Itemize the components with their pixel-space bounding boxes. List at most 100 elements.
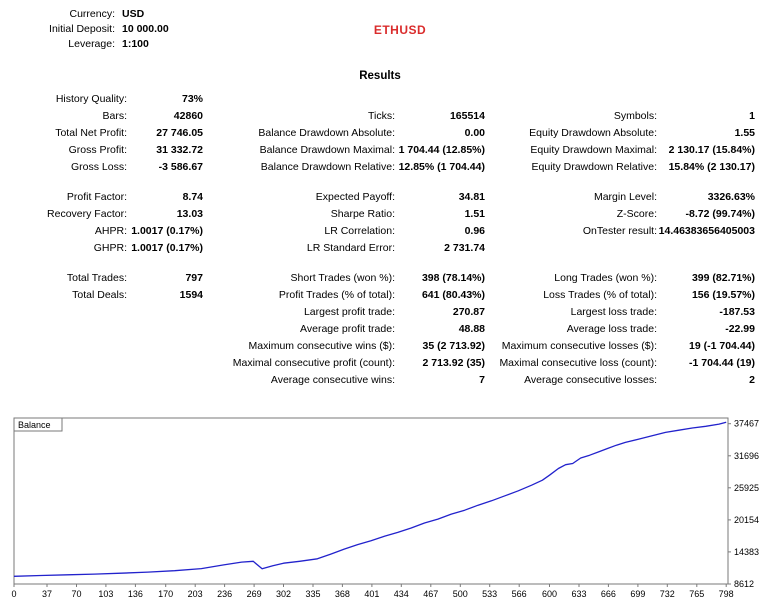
stat-value: -22.99 [725, 323, 755, 335]
stat-label: Recovery Factor: [47, 208, 127, 220]
stat-label [485, 91, 657, 108]
stat-label: Maximal consecutive loss (count): [499, 357, 657, 369]
stat-label: Maximum consecutive losses ($): [501, 340, 657, 352]
stat-value: 2 713.92 (35) [422, 357, 485, 369]
stat-value: 13.03 [176, 208, 203, 220]
stat-label [5, 321, 127, 338]
initial-deposit-row: Initial Deposit: 10 000.00 [0, 22, 275, 37]
stat-label: Balance Drawdown Maximal: [259, 144, 395, 156]
stat-value [127, 176, 203, 189]
stat-value [127, 304, 203, 321]
stat-label: Average consecutive losses: [524, 374, 657, 386]
stat-value [395, 176, 485, 189]
stats-row: Total Deals: 1594 Profit Trades (% of tota… [5, 287, 755, 304]
stats-row: Gross Profit: 31 332.72 Balance Drawdown M… [5, 142, 755, 159]
stat-label: Margin Level: [593, 191, 657, 203]
svg-text:20154: 20154 [734, 515, 759, 525]
stat-value [395, 257, 485, 270]
stat-value: 3326.63% [707, 191, 755, 203]
svg-text:236: 236 [217, 589, 232, 599]
stat-label [5, 304, 127, 321]
stat-value: 35 (2 713.92) [422, 340, 485, 352]
stat-value: 1 704.44 (12.85%) [398, 144, 485, 156]
stat-value: 2 731.74 [444, 242, 485, 254]
svg-text:136: 136 [128, 589, 143, 599]
stat-label: Largest loss trade: [570, 306, 657, 318]
stat-value: 15.84% (2 130.17) [668, 161, 755, 173]
stat-value [657, 91, 755, 108]
stat-label: Average loss trade: [566, 323, 657, 335]
leverage-value: 1:100 [122, 38, 149, 50]
svg-text:170: 170 [158, 589, 173, 599]
svg-text:732: 732 [660, 589, 675, 599]
stat-label [485, 240, 657, 257]
stats-row: Recovery Factor: 13.03 Sharpe Ratio: 1.51 Z-… [5, 206, 755, 223]
stats-row: Average consecutive wins: 7 Average consec… [5, 372, 755, 389]
stats-spacer [5, 257, 755, 270]
stat-value: 27 746.05 [156, 127, 203, 139]
stat-value: 48.88 [458, 323, 485, 335]
stat-label: Loss Trades (% of total): [543, 289, 657, 301]
stat-value: 165514 [449, 110, 485, 122]
currency-label: Currency: [69, 8, 115, 20]
stat-label: OnTester result: [582, 225, 657, 237]
stats-row: AHPR: 1.0017 (0.17%) LR Correlation: 0.96 On… [5, 223, 755, 240]
svg-text:269: 269 [247, 589, 262, 599]
stat-value: 1.0017 (0.17%) [131, 242, 203, 254]
svg-text:566: 566 [512, 589, 527, 599]
stat-label [203, 91, 395, 108]
stat-label: Profit Trades (% of total): [278, 289, 395, 301]
svg-text:633: 633 [571, 589, 586, 599]
stats-spacer [5, 176, 755, 189]
svg-text:8612: 8612 [734, 579, 754, 589]
stat-value: 2 130.17 (15.84%) [668, 144, 755, 156]
stat-label: Z-Score: [616, 208, 657, 220]
stat-value: 0.00 [464, 127, 485, 139]
stat-label: Maximum consecutive wins ($): [248, 340, 395, 352]
stat-value: -1 704.44 (19) [689, 357, 755, 369]
stat-label: Expected Payoff: [315, 191, 395, 203]
stat-value: -187.53 [719, 306, 755, 318]
stat-value [127, 355, 203, 372]
stat-label [203, 176, 395, 189]
svg-text:103: 103 [98, 589, 113, 599]
stats-row: Maximum consecutive wins ($): 35 (2 713.9… [5, 338, 755, 355]
stat-value: 1.0017 (0.17%) [131, 225, 203, 237]
stat-label: Gross Profit: [68, 144, 127, 156]
stat-value: 399 (82.71%) [691, 272, 755, 284]
stats-row: Profit Factor: 8.74 Expected Payoff: 34.81 M… [5, 189, 755, 206]
stat-label: Average consecutive wins: [270, 374, 395, 386]
currency-row: Currency: USD [0, 7, 275, 22]
svg-text:699: 699 [630, 589, 645, 599]
stat-label: Equity Drawdown Maximal: [530, 144, 657, 156]
stat-label: Equity Drawdown Relative: [531, 161, 657, 173]
leverage-label: Leverage: [68, 38, 115, 50]
stats-table: History Quality: 73% Bars: 42860 Ticks: 16551… [5, 91, 755, 389]
stats-row: Maximal consecutive profit (count): 2 713… [5, 355, 755, 372]
stat-label: Sharpe Ratio: [330, 208, 395, 220]
svg-text:25925: 25925 [734, 483, 759, 493]
stat-label [5, 355, 127, 372]
stat-value: 641 (80.43%) [421, 289, 485, 301]
stat-value: 1594 [179, 289, 203, 301]
stat-value: 0.96 [464, 225, 485, 237]
currency-value: USD [122, 8, 145, 20]
svg-text:302: 302 [276, 589, 291, 599]
account-info: Currency: USD Initial Deposit: 10 000.00… [0, 7, 275, 52]
stat-label [5, 257, 127, 270]
svg-text:37: 37 [42, 589, 52, 599]
stats-row: Largest profit trade: 270.87 Largest loss … [5, 304, 755, 321]
stat-value: 12.85% (1 704.44) [398, 161, 485, 173]
stat-value [395, 91, 485, 108]
stat-value [127, 257, 203, 270]
svg-text:666: 666 [601, 589, 616, 599]
svg-text:368: 368 [335, 589, 350, 599]
stat-value [127, 321, 203, 338]
stat-value: 14.46383656405003 [658, 225, 755, 237]
stat-label: Maximal consecutive profit (count): [232, 357, 395, 369]
stat-label: LR Correlation: [324, 225, 395, 237]
stat-label: Short Trades (won %): [290, 272, 395, 284]
stat-label: Symbols: [613, 110, 657, 122]
stat-value: 1 [749, 110, 755, 122]
stat-value [127, 338, 203, 355]
